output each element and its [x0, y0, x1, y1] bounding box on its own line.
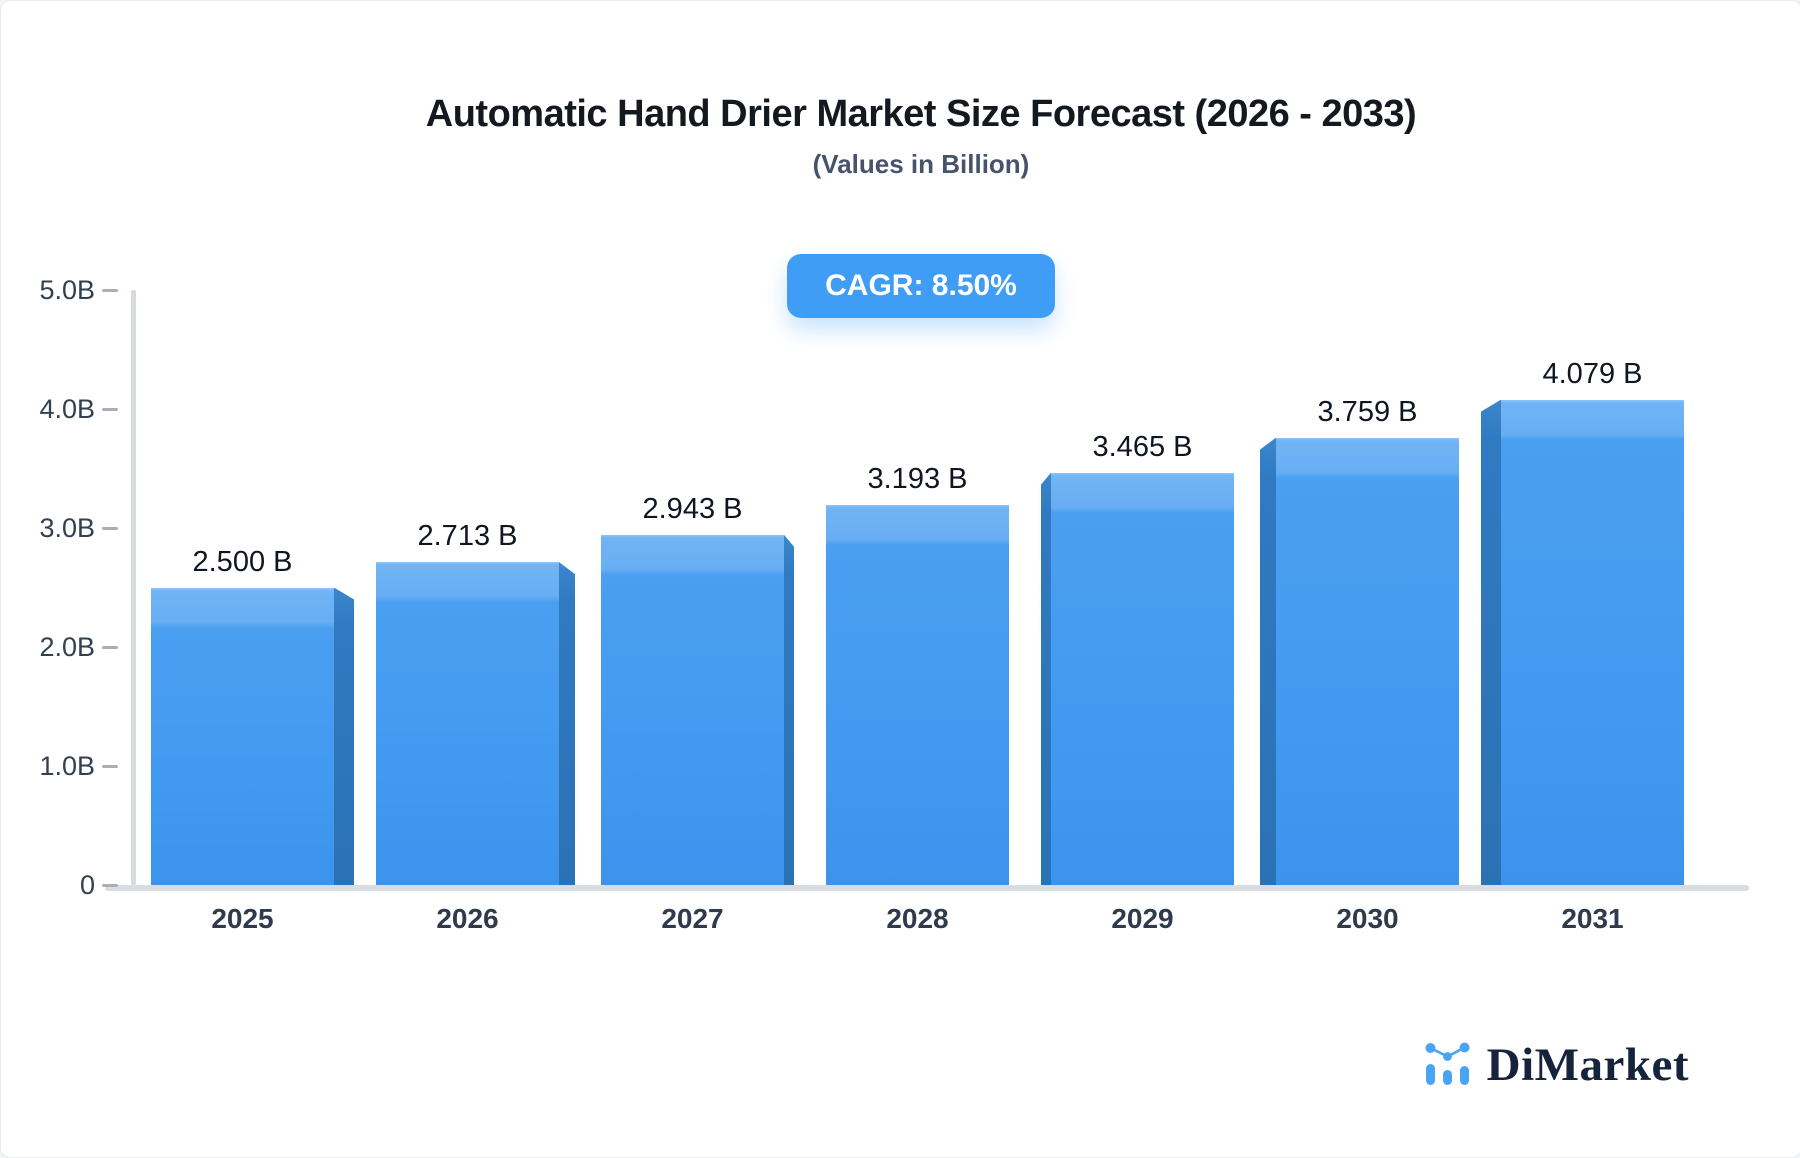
bar-side-2027: [784, 534, 794, 885]
bar-2027: [601, 534, 784, 885]
y-tick-label: 4.0B: [39, 394, 95, 424]
bar-side-2025: [334, 587, 354, 885]
x-axis-label-2030: 2030: [1336, 903, 1399, 934]
bar-2029: [1051, 472, 1234, 885]
cagr-badge-wrap: CAGR: 8.50%: [131, 254, 1711, 318]
x-axis-label-2027: 2027: [661, 903, 724, 934]
y-tick-dash: [102, 407, 118, 411]
bar-2026: [376, 562, 559, 885]
bar-side-2029: [1041, 472, 1051, 885]
bar-chart-icon: [1420, 1035, 1474, 1094]
brand-logo: DiMarket: [1420, 1035, 1689, 1094]
chart-title: Automatic Hand Drier Market Size Forecas…: [425, 93, 1417, 135]
bar-value-label: 2.500 B: [192, 545, 293, 578]
bar-2028: [826, 505, 1009, 885]
bar-value-label: 3.193 B: [867, 463, 968, 496]
y-tick-dash: [102, 288, 118, 292]
y-tick-label: 3.0B: [39, 513, 95, 543]
x-axis-label-2029: 2029: [1111, 903, 1174, 934]
bar-value-label: 3.465 B: [1092, 430, 1193, 463]
x-axis-label-2028: 2028: [886, 903, 949, 934]
y-tick-dash: [102, 526, 118, 530]
y-tick-label: 1.0B: [39, 751, 95, 781]
bar-value-label: 2.713 B: [417, 520, 518, 553]
y-tick-label: 5.0B: [39, 275, 95, 305]
y-tick-label: 0: [79, 870, 95, 900]
y-axis-line: [131, 290, 136, 885]
x-axis-label-2031: 2031: [1561, 903, 1624, 934]
y-tick-dash: [102, 764, 118, 768]
brand-logo-text: DiMarket: [1486, 1038, 1689, 1091]
bar-2025: [151, 587, 334, 885]
x-axis-label-2025: 2025: [211, 903, 274, 934]
bar-side-2026: [559, 562, 575, 885]
bar-side-2031: [1481, 399, 1501, 885]
bar-2031: [1501, 399, 1684, 885]
y-tick-label: 2.0B: [39, 632, 95, 662]
bar-value-label: 4.079 B: [1542, 357, 1643, 390]
y-tick-dash: [102, 645, 118, 649]
bar-2030: [1276, 437, 1459, 885]
bar-value-label: 3.759 B: [1317, 395, 1418, 428]
y-tick-dash: [102, 883, 118, 887]
chart-subtitle: (Values in Billion): [812, 149, 1030, 179]
bar-value-label: 2.943 B: [642, 492, 743, 525]
x-axis-baseline: [105, 885, 1749, 891]
cagr-badge: CAGR: 8.50%: [787, 254, 1055, 318]
x-axis-label-2026: 2026: [436, 903, 499, 934]
bar-side-2030: [1260, 437, 1276, 885]
